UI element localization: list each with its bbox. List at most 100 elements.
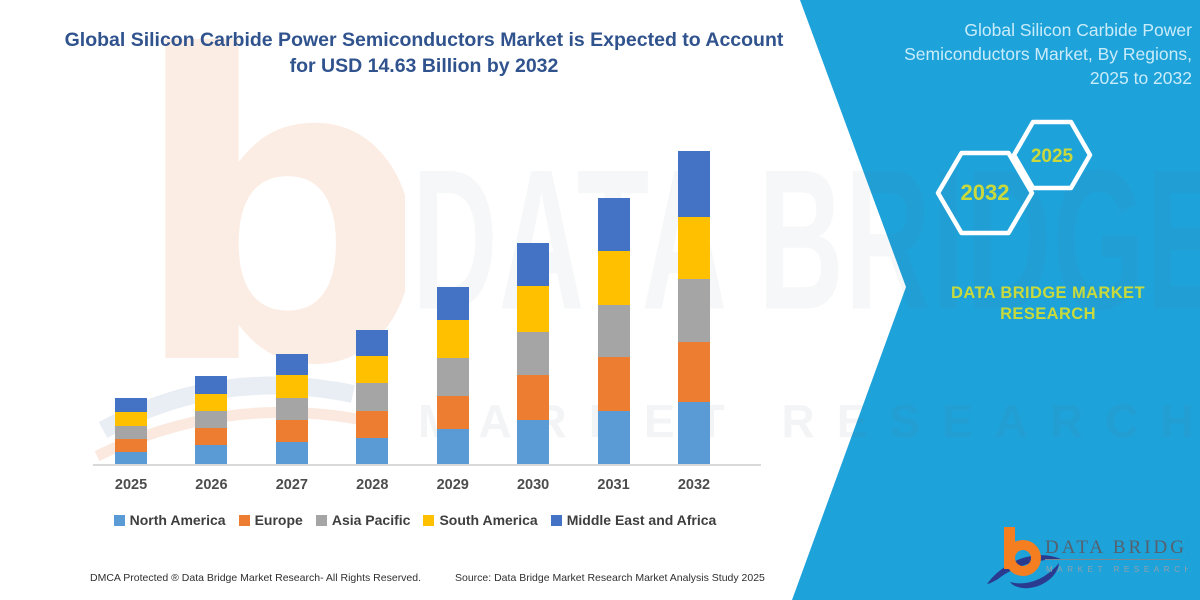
bar-segment-middle-east-and-africa [436,287,469,321]
bar-segment-south-america [436,320,469,359]
side-panel-title: Global Silicon Carbide Power Semiconduct… [904,20,1192,88]
bar-segment-asia-pacific [597,305,630,358]
bar-segment-south-america [597,250,630,306]
bar-segment-south-america [275,375,308,398]
x-tick-label: 2026 [195,477,228,493]
x-tick-2029: 2029 [437,477,469,493]
data-bridge-logo: DATA BRIDGE MARKET RESEARCH [987,527,1188,589]
stacked-bar-2030 [517,242,550,464]
legend-swatch [238,514,250,526]
logo-swoosh-left [987,555,1063,584]
logo-wordmark: DATA BRIDGE [1045,537,1188,558]
stacked-bar-2032 [677,151,710,464]
bar-segment-south-america [517,285,550,333]
x-tick-label: 2025 [114,477,148,493]
bar-segment-middle-east-and-africa [115,398,147,412]
bar-segment-europe [436,396,469,430]
hexagon-2032-label: 2032 [961,180,1010,205]
logo-subtitle: MARKET RESEARCH [1046,565,1188,574]
x-tick-label: 2031 [597,477,630,493]
x-tick-2032: 2032 [678,477,710,493]
bar-segment-asia-pacific [356,383,389,412]
bar-segment-south-america [115,411,147,426]
x-tick-label: 2027 [275,477,308,493]
bar-segment-asia-pacific [436,358,469,397]
legend-item-middle-east-and-africa: Middle East and Africa [550,512,717,528]
bar-segment-europe [115,438,147,452]
x-tick-2026: 2026 [195,477,227,493]
bar-segment-europe [677,342,710,403]
chart-title: Global Silicon Carbide Power Semiconduct… [64,29,784,77]
stacked-bar-2025 [115,398,147,464]
side-panel-brand-text: DATA BRIDGE MARKET RESEARCH [951,284,1145,323]
legend-swatch [423,514,435,526]
bar-segment-europe [517,375,550,421]
bar-segment-south-america [356,356,389,384]
bar-segment-asia-pacific [677,278,710,343]
legend-item-north-america: North America [113,512,226,528]
legend-item-asia-pacific: Asia Pacific [315,512,411,528]
x-axis-line [93,464,761,466]
logo-swoosh-right [1010,563,1059,589]
bar-segment-middle-east-and-africa [597,197,630,251]
x-tick-2031: 2031 [597,477,630,493]
bar-segment-europe [356,411,389,439]
dmca-notice: DMCA Protected ® Data Bridge Market Rese… [90,572,422,584]
bar-segment-asia-pacific [115,425,147,439]
bar-segment-north-america [195,445,228,464]
bar-segment-europe [597,357,630,412]
bar-segment-middle-east-and-africa [356,330,389,357]
legend-item-south-america: South America [423,512,538,528]
x-tick-2027: 2027 [276,477,308,493]
bar-chart-plot-area [115,0,710,464]
bar-segment-europe [195,428,228,445]
bar-segment-north-america [275,442,308,464]
x-tick-2030: 2030 [517,477,549,493]
hexagon-badges: 2032 2025 [935,119,1093,236]
legend-swatch [315,514,327,526]
bar-segment-north-america [597,411,630,464]
stacked-bar-2029 [436,287,469,464]
x-tick-label: 2030 [516,477,550,493]
hexagon-2032-shape [935,150,1035,236]
x-tick-2025: 2025 [115,477,147,493]
bar-segment-north-america [356,438,389,464]
bar-segment-north-america [677,402,710,464]
x-tick-label: 2028 [356,477,389,493]
legend-label: South America [439,512,538,528]
bar-segment-asia-pacific [275,398,308,420]
x-axis-tick-labels: 2025 2026 2027 2028 2029 2030 2031 2032 [115,477,710,493]
stacked-bar-2031 [597,197,630,464]
bar-segment-middle-east-and-africa [275,354,308,376]
stacked-bar-2026 [195,376,228,464]
legend-label: Europe [254,512,303,528]
bar-segment-middle-east-and-africa [517,242,550,286]
legend-swatch [550,514,562,526]
bar-segment-north-america [436,429,469,464]
stacked-bar-2028 [356,330,389,464]
logo-b-bowl [1005,540,1041,576]
bar-segment-south-america [677,216,710,279]
bar-segment-south-america [195,394,228,412]
bar-segment-asia-pacific [517,332,550,376]
bar-segment-north-america [517,420,550,464]
legend-swatch [113,514,125,526]
bar-segment-europe [275,420,308,442]
hexagon-2025-label: 2025 [1031,146,1074,167]
stacked-bar-2027 [275,354,308,464]
legend-item-europe: Europe [238,512,303,528]
legend-label: Asia Pacific [331,512,411,528]
bar-segment-asia-pacific [195,411,228,429]
x-tick-2028: 2028 [356,477,388,493]
hexagon-2025-shape [1011,119,1093,191]
legend-label: Middle East and Africa [566,512,717,528]
chart-legend: North America Europe Asia Pacific South Ame… [85,512,745,528]
bar-segment-middle-east-and-africa [677,151,710,217]
bar-segment-north-america [115,452,147,464]
x-tick-label: 2032 [677,477,711,493]
source-note: Source: Data Bridge Market Research Mark… [455,572,765,584]
x-tick-label: 2029 [436,477,469,493]
bar-segment-middle-east-and-africa [195,376,228,395]
legend-label: North America [129,512,226,528]
